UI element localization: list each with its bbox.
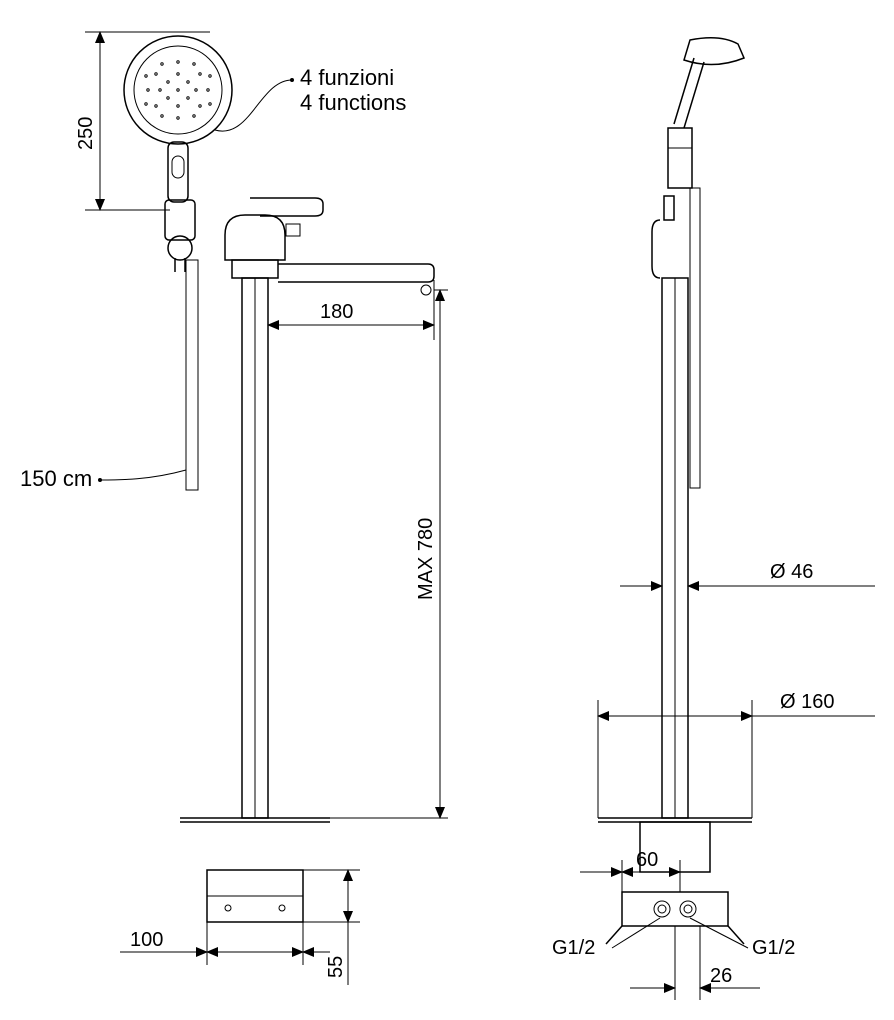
functions-it: 4 funzioni bbox=[300, 65, 394, 90]
dim-max-780: MAX 780 bbox=[330, 290, 448, 818]
hose-length-text: 150 cm bbox=[20, 466, 92, 491]
side-column bbox=[662, 278, 688, 818]
functions-callout: 4 funzioni 4 functions bbox=[215, 65, 406, 131]
handset-holder bbox=[165, 200, 195, 272]
technical-drawing: 250 bbox=[0, 0, 894, 1020]
dim-max-780-text: MAX 780 bbox=[415, 518, 437, 600]
front-column bbox=[242, 278, 268, 818]
dim-d46-text: Ø 46 bbox=[770, 561, 813, 583]
thread-right-text: G1/2 bbox=[752, 937, 795, 959]
dim-60: 60 bbox=[580, 849, 680, 892]
dim-d160: Ø 160 bbox=[598, 691, 875, 818]
side-view: Ø 46 Ø 160 bbox=[552, 38, 875, 1000]
dim-d160-text: Ø 160 bbox=[780, 691, 834, 713]
dim-180-text: 180 bbox=[320, 301, 353, 323]
front-view: 250 bbox=[20, 32, 448, 985]
functions-en: 4 functions bbox=[300, 90, 406, 115]
hose bbox=[186, 260, 198, 490]
dim-250-text: 250 bbox=[75, 117, 97, 150]
dim-26: 26 bbox=[630, 926, 760, 1000]
shower-head bbox=[124, 36, 232, 202]
dim-55-text: 55 bbox=[325, 956, 347, 978]
dim-250: 250 bbox=[75, 32, 210, 210]
side-handset bbox=[668, 38, 744, 188]
hose-length-callout: 150 cm bbox=[20, 466, 186, 491]
dim-26-text: 26 bbox=[710, 965, 732, 987]
base-block bbox=[207, 870, 303, 922]
dim-100: 100 bbox=[120, 922, 330, 965]
dim-100-text: 100 bbox=[130, 929, 163, 951]
dim-60-text: 60 bbox=[636, 849, 658, 871]
side-body bbox=[652, 220, 660, 278]
mixer-body bbox=[225, 198, 434, 295]
dim-55: 55 bbox=[303, 870, 360, 985]
thread-left-text: G1/2 bbox=[552, 937, 595, 959]
dim-180: 180 bbox=[268, 280, 434, 340]
thread-left-callout: G1/2 bbox=[552, 918, 660, 959]
dim-d46: Ø 46 bbox=[620, 556, 875, 600]
side-lever bbox=[664, 196, 674, 220]
side-hose bbox=[690, 188, 700, 488]
thread-right-callout: G1/2 bbox=[690, 918, 795, 959]
